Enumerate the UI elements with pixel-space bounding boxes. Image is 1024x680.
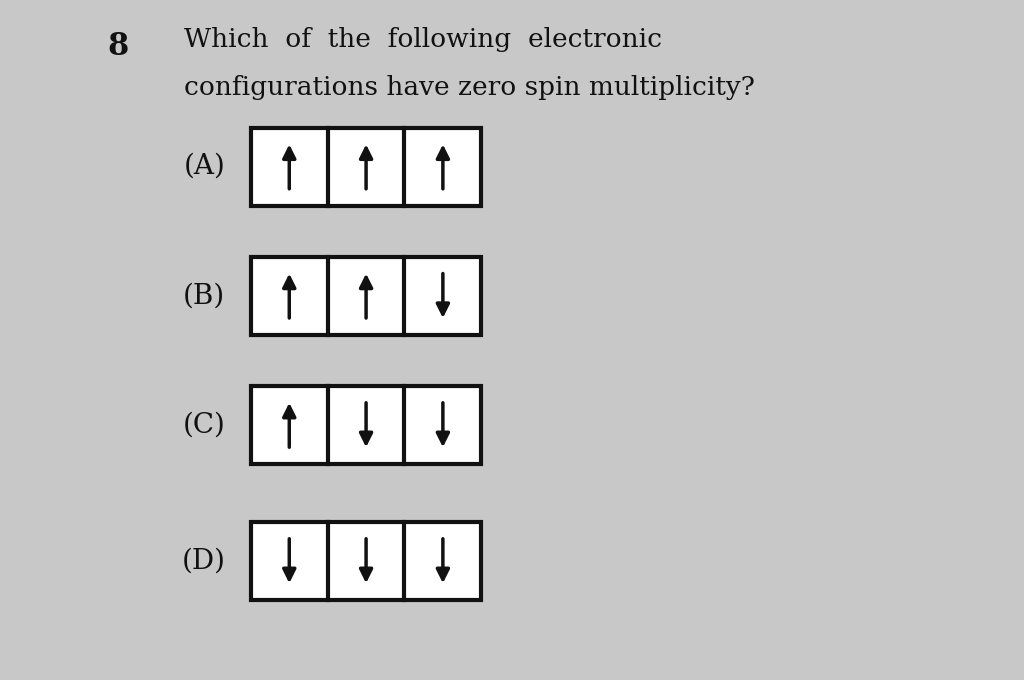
Bar [251,522,481,600]
Bar [251,257,481,335]
Text: Which  of  the  following  electronic: Which of the following electronic [184,27,663,52]
Text: 8: 8 [108,31,128,62]
Bar [251,128,481,205]
Bar [251,386,481,464]
Text: (C): (C) [182,411,225,439]
Text: configurations have zero spin multiplicity?: configurations have zero spin multiplici… [184,75,755,100]
Text: (D): (D) [181,547,225,575]
Text: (A): (A) [183,153,225,180]
Text: (B): (B) [183,282,225,309]
